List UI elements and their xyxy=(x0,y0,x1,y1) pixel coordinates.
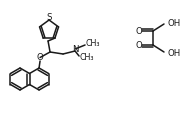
Text: CH₃: CH₃ xyxy=(80,53,94,62)
Text: CH₃: CH₃ xyxy=(86,38,100,48)
Text: O: O xyxy=(135,40,142,49)
Text: O: O xyxy=(37,53,43,62)
Text: N: N xyxy=(72,44,78,53)
Text: S: S xyxy=(46,13,52,22)
Text: OH: OH xyxy=(168,18,181,27)
Text: O: O xyxy=(135,26,142,35)
Text: OH: OH xyxy=(168,49,181,57)
